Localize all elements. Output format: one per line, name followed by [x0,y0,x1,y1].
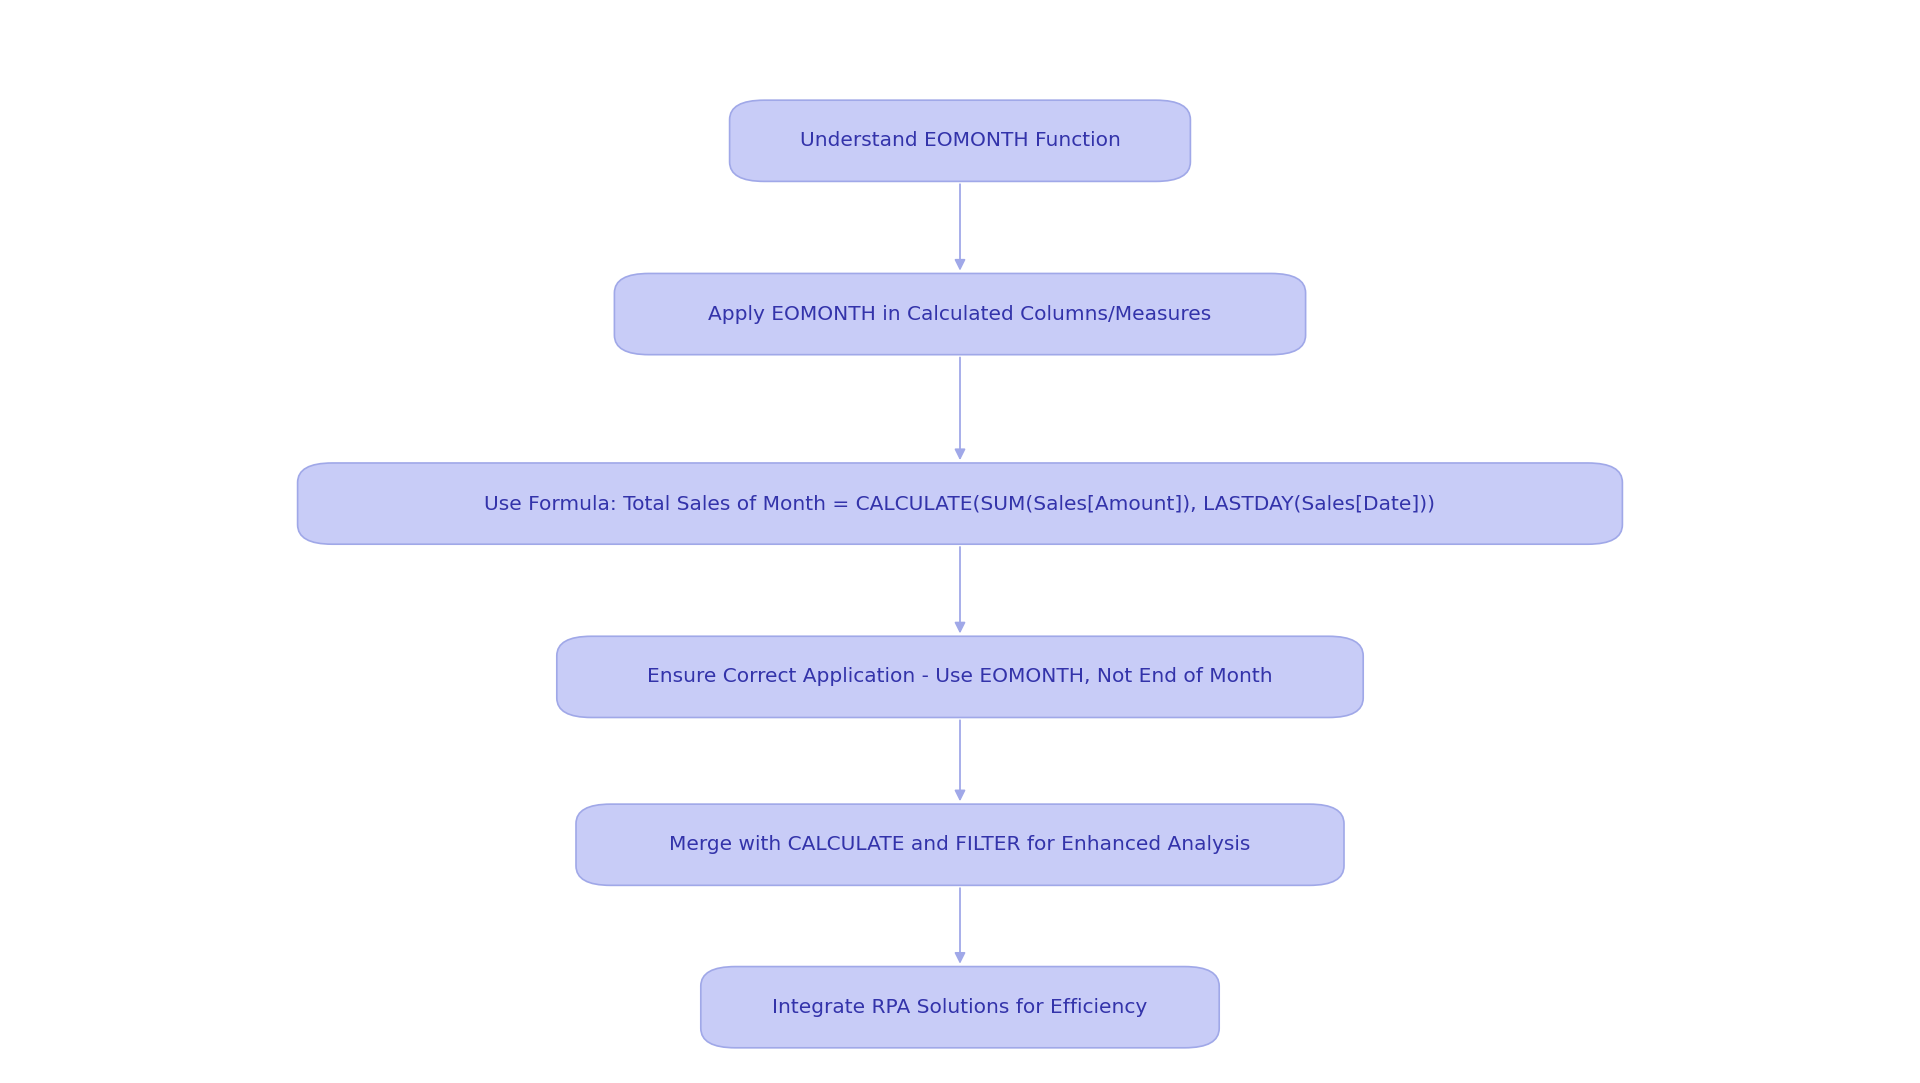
Text: Use Formula: Total Sales of Month = CALCULATE(SUM(Sales[Amount]), LASTDAY(Sales[: Use Formula: Total Sales of Month = CALC… [484,494,1436,513]
FancyBboxPatch shape [576,804,1344,886]
FancyBboxPatch shape [730,101,1190,182]
FancyBboxPatch shape [557,637,1363,717]
Text: Merge with CALCULATE and FILTER for Enhanced Analysis: Merge with CALCULATE and FILTER for Enha… [670,835,1250,854]
FancyBboxPatch shape [298,464,1622,544]
Text: Apply EOMONTH in Calculated Columns/Measures: Apply EOMONTH in Calculated Columns/Meas… [708,304,1212,324]
Text: Integrate RPA Solutions for Efficiency: Integrate RPA Solutions for Efficiency [772,997,1148,1017]
FancyBboxPatch shape [614,274,1306,355]
FancyBboxPatch shape [701,966,1219,1048]
Text: Understand EOMONTH Function: Understand EOMONTH Function [799,131,1121,151]
Text: Ensure Correct Application - Use EOMONTH, Not End of Month: Ensure Correct Application - Use EOMONTH… [647,667,1273,687]
